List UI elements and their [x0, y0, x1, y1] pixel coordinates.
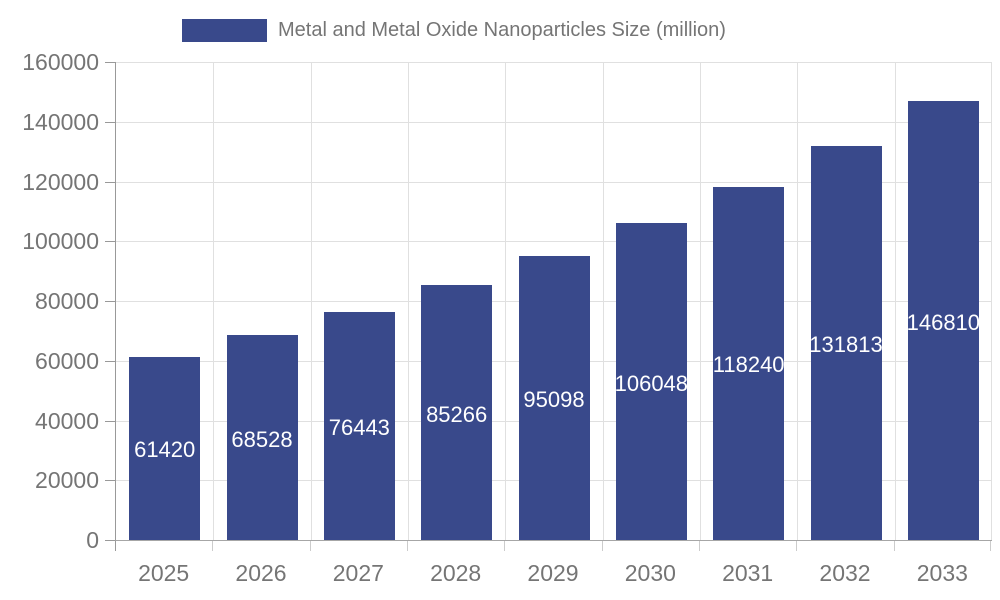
- v-gridline: [602, 62, 604, 540]
- legend-label: Metal and Metal Oxide Nanoparticles Size…: [278, 19, 726, 41]
- x-axis-tick-label: 2031: [722, 560, 774, 586]
- x-axis-tick: [699, 541, 700, 551]
- x-axis-tick: [407, 541, 408, 551]
- x-axis-tick: [601, 541, 603, 551]
- bar-2026[interactable]: [226, 335, 298, 540]
- h-gridline: [116, 181, 992, 183]
- y-axis-tick-label: 160000: [22, 49, 99, 75]
- bar-2031[interactable]: [713, 186, 785, 540]
- y-axis-tick-label: 100000: [22, 228, 99, 255]
- y-axis-tick: [105, 360, 115, 362]
- legend-item[interactable]: Metal and Metal Oxide Nanoparticles Size…: [182, 19, 726, 42]
- bar-2029[interactable]: [518, 255, 590, 540]
- v-gridline: [505, 62, 507, 540]
- x-axis-tick: [796, 541, 798, 551]
- x-axis-tick: [893, 541, 895, 551]
- v-gridline: [700, 62, 701, 540]
- y-axis-tick-label: 60000: [35, 347, 99, 374]
- y-axis-tick: [105, 480, 115, 482]
- bar-2028[interactable]: [421, 285, 493, 540]
- y-axis-tick: [105, 301, 115, 302]
- v-gridline: [991, 62, 992, 540]
- x-axis-tick: [504, 541, 506, 551]
- y-axis-tick-label: 140000: [22, 108, 99, 135]
- y-axis-tick-label: 20000: [35, 467, 99, 494]
- x-axis-tick-label: 2029: [527, 560, 579, 586]
- x-axis-tick: [309, 541, 311, 551]
- x-axis-tick: [212, 541, 214, 551]
- v-gridline: [213, 62, 215, 540]
- y-axis-tick: [105, 540, 115, 541]
- v-gridline: [408, 62, 409, 540]
- y-axis-tick: [105, 241, 115, 243]
- bar-2030[interactable]: [615, 223, 687, 540]
- v-gridline: [894, 62, 896, 540]
- x-axis-tick: [115, 541, 116, 551]
- x-axis-tick-label: 2027: [332, 560, 384, 586]
- bar-2033[interactable]: [907, 101, 979, 540]
- y-axis-tick: [105, 121, 115, 123]
- x-axis-tick-label: 2032: [819, 560, 871, 586]
- bar-2027[interactable]: [323, 311, 395, 540]
- y-axis-tick: [105, 420, 115, 422]
- h-gridline: [116, 241, 992, 243]
- x-axis-tick-label: 2033: [916, 560, 968, 586]
- v-gridline: [797, 62, 799, 540]
- y-axis-tick-label: 0: [86, 527, 99, 553]
- x-axis-tick-label: 2026: [235, 560, 287, 586]
- y-axis-tick-label: 80000: [35, 288, 99, 314]
- h-gridline: [116, 121, 992, 123]
- y-axis-tick: [105, 181, 115, 183]
- x-axis-tick-label: 2030: [624, 560, 676, 586]
- x-axis-tick: [990, 541, 991, 551]
- x-axis-tick-label: 2028: [430, 560, 482, 586]
- plot-area: 61420 68528 76443 85266 95098 106048 118240 131…: [115, 62, 992, 541]
- h-gridline: [116, 62, 992, 63]
- legend-swatch: [182, 19, 267, 42]
- v-gridline: [310, 62, 312, 540]
- y-axis-tick: [105, 62, 115, 63]
- y-axis-tick-label: 40000: [35, 407, 99, 434]
- y-axis-tick-label: 120000: [22, 168, 99, 195]
- bar-2025[interactable]: [129, 356, 201, 540]
- x-axis-tick-label: 2025: [138, 560, 190, 586]
- bar-2032[interactable]: [810, 146, 882, 540]
